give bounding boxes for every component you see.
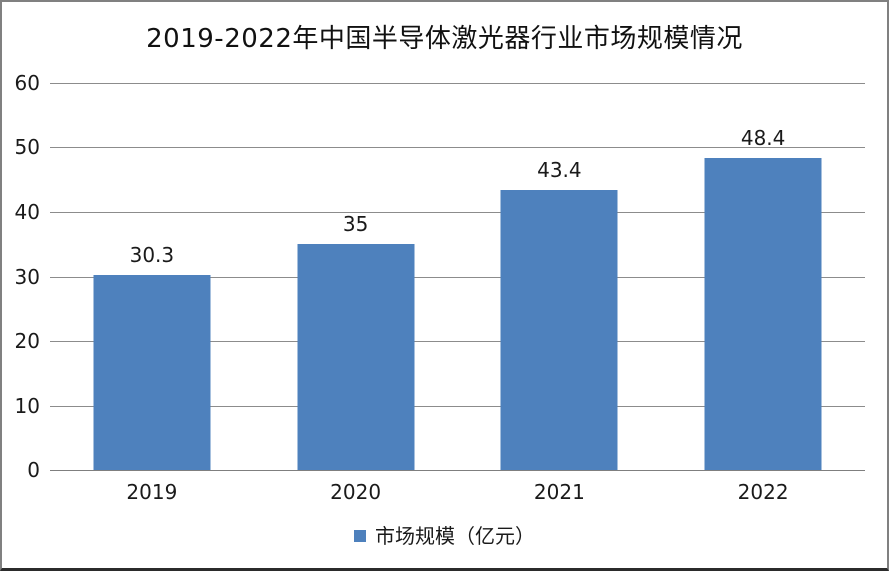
x-tick-label: 2020: [330, 480, 382, 504]
bar-value-label: 35: [342, 212, 369, 237]
bar-slot-2021: 43.4 2021: [458, 83, 662, 502]
x-tick-label: 2019: [126, 480, 178, 504]
bar-2019: [93, 274, 211, 470]
gridline: [50, 340, 865, 342]
bar-value-label: 48.4: [740, 125, 786, 150]
legend-label: 市场规模（亿元）: [375, 524, 535, 548]
x-axis-line: [50, 470, 865, 471]
bar-slot-2022: 48.4 2022: [661, 83, 865, 502]
bar-slot-2020: 35 2020: [254, 83, 458, 502]
gridline: [50, 83, 865, 84]
gridline: [50, 211, 865, 213]
x-tick-label: 2021: [533, 480, 585, 504]
bars: 30.3 2019 35 2020 43.4 2021 48.4 2022: [50, 83, 865, 502]
gridline: [50, 147, 865, 149]
bar-2022: [704, 157, 822, 470]
bar-2021: [500, 190, 618, 470]
plot-area: 30.3 2019 35 2020 43.4 2021 48.4 2022: [50, 83, 865, 502]
bar-2020: [297, 244, 415, 470]
gridline: [50, 405, 865, 407]
x-tick-label: 2022: [737, 480, 789, 504]
y-tick-label: 30: [14, 264, 40, 289]
y-tick-label: 10: [14, 393, 40, 418]
legend: 市场规模（亿元）: [2, 524, 887, 548]
chart-title: 2019-2022年中国半导体激光器行业市场规模情况: [146, 24, 743, 54]
y-tick-label: 40: [14, 199, 40, 224]
bar-value-label: 30.3: [129, 242, 175, 267]
legend-swatch-icon: [354, 530, 366, 542]
bar-value-label: 43.4: [537, 158, 582, 183]
y-axis: 0 10 20 30 40 50 60: [2, 73, 44, 480]
bar-slot-2019: 30.3 2019: [50, 83, 254, 502]
y-tick-label: 20: [14, 328, 40, 353]
y-tick-label: 60: [14, 71, 40, 95]
gridline: [50, 276, 865, 278]
y-tick-label: 50: [14, 135, 40, 160]
y-tick-label: 0: [27, 458, 40, 482]
